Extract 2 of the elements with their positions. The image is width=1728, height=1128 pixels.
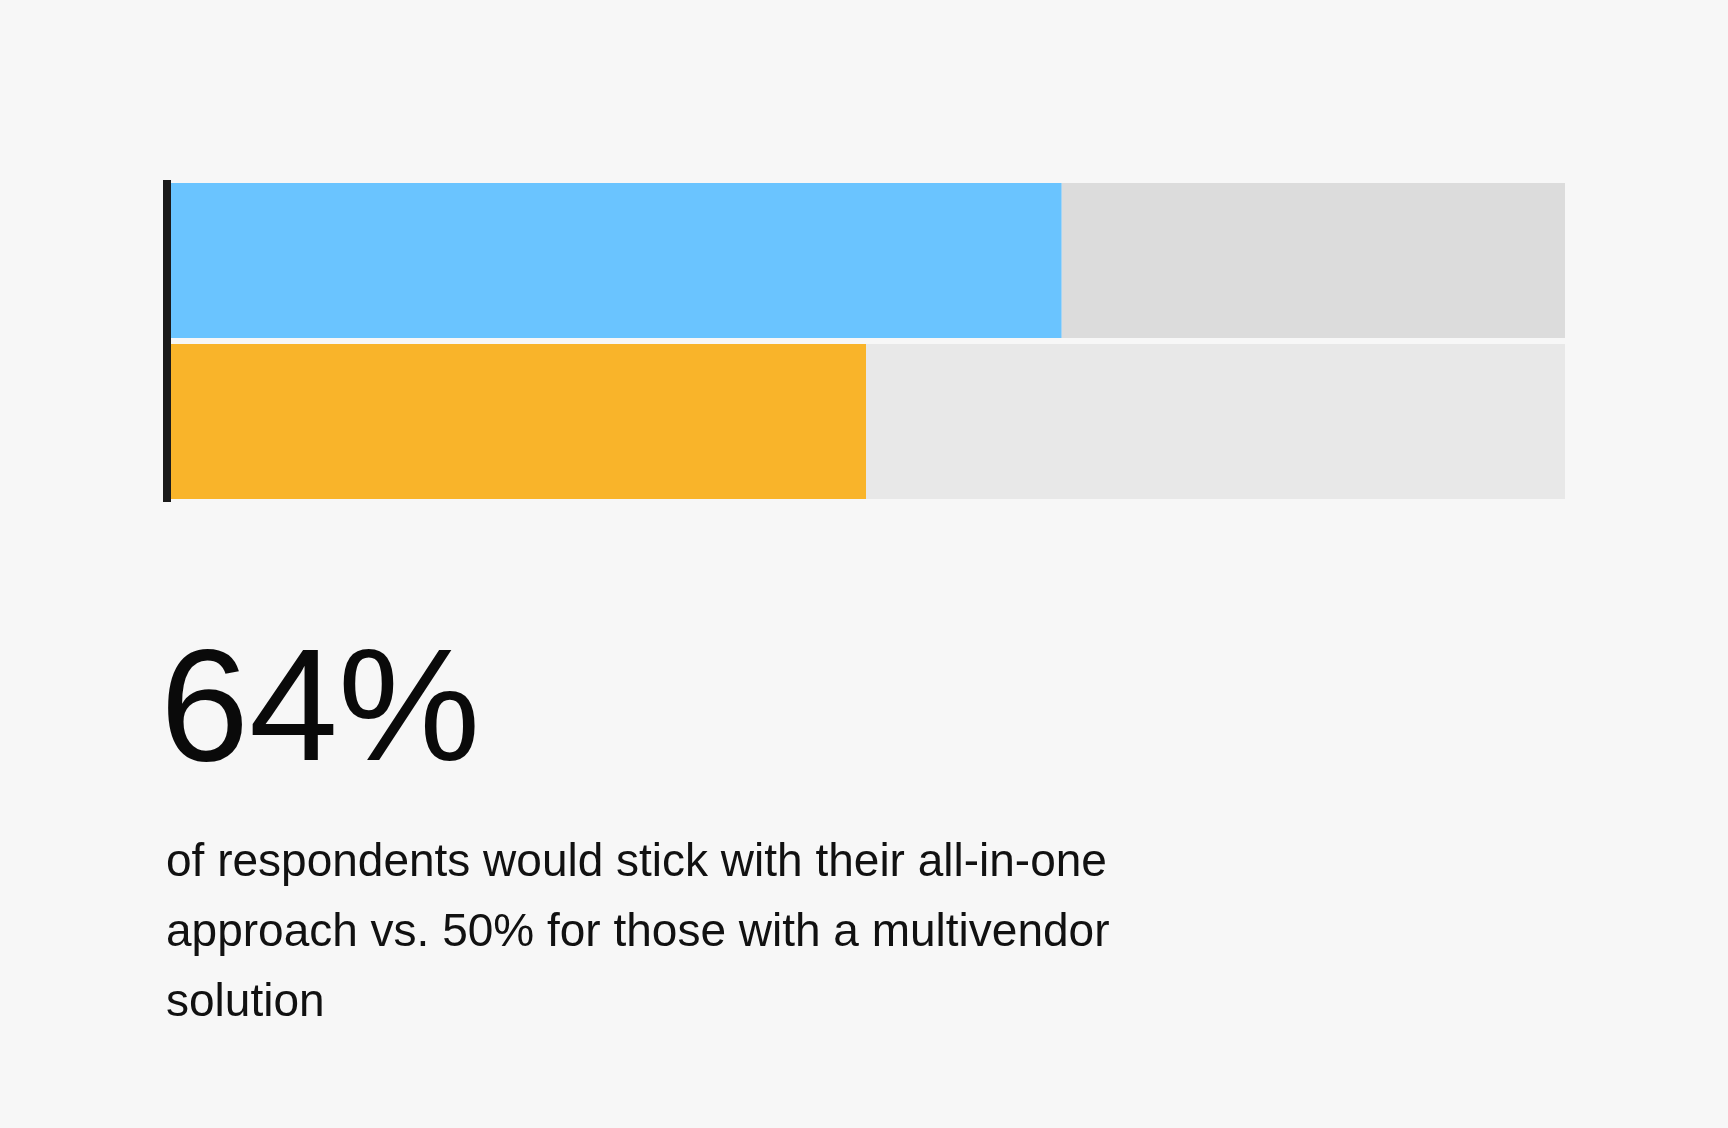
text: of respondents would stick with their all-in-one approach vs. 50% for those with a multivendor solution bbox=[166, 833, 1111, 1028]
text: 64% bbox=[160, 615, 481, 794]
